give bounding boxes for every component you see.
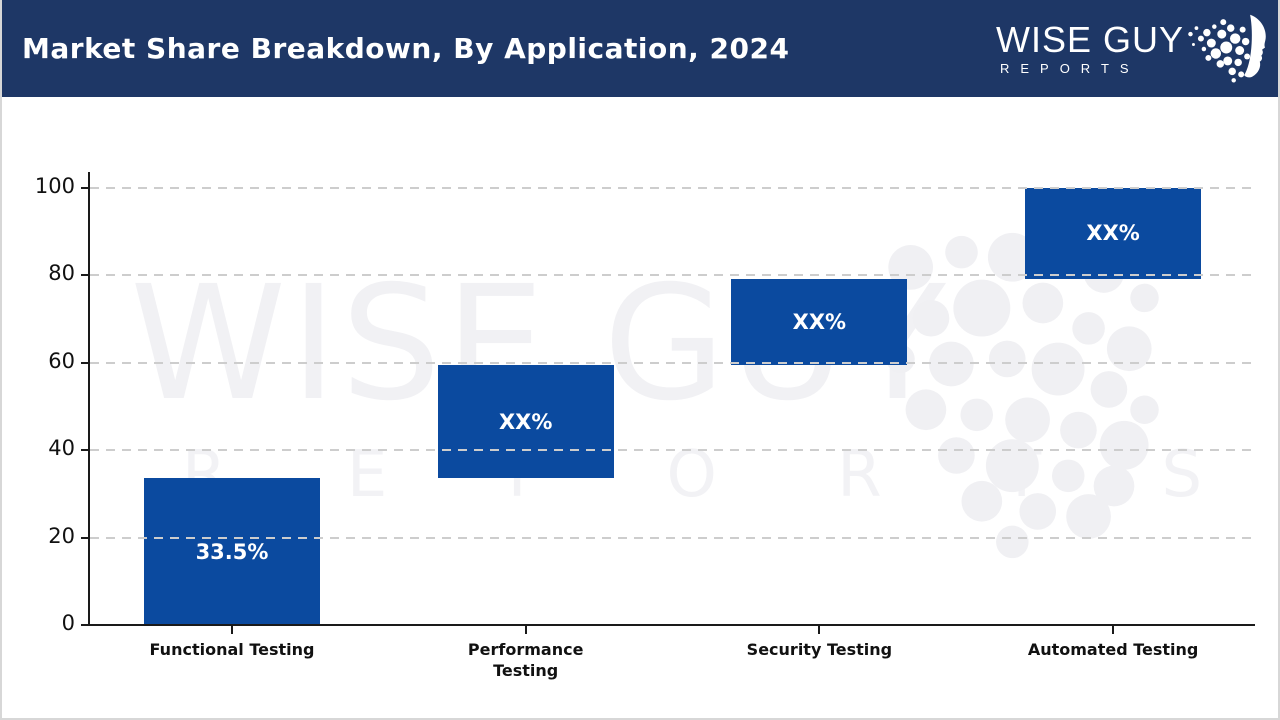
x-category-label: Automated Testing (993, 639, 1233, 660)
x-category-label: Performance Testing (406, 639, 646, 681)
wiseguy-logo: WISE GUY REPORTS (996, 11, 1268, 87)
y-tick-100 (81, 186, 89, 189)
x-tick (231, 626, 233, 634)
gridline-60 (90, 361, 1255, 364)
y-axis-line (88, 172, 90, 626)
logo-wiseguy-text: WISE GUY (995, 18, 1184, 60)
y-tick-80 (81, 274, 89, 276)
bar-segment: XX% (437, 364, 614, 479)
x-category-label: Functional Testing (112, 639, 352, 660)
gridline-100 (90, 186, 1255, 189)
gridline-80 (90, 274, 1255, 276)
chart-title: Market Share Breakdown, By Application, … (22, 32, 790, 65)
bar-value-label: 33.5% (195, 539, 269, 564)
x-axis-line (88, 624, 1255, 626)
y-tick-60 (81, 361, 89, 364)
bar-segment: XX% (731, 279, 908, 365)
y-tick-label-100: 100 (34, 173, 75, 198)
gridline-40 (90, 449, 1255, 451)
x-category-label-line: Testing (493, 661, 559, 680)
bar-value-label: XX% (498, 409, 553, 434)
bar-segment: 33.5% (144, 478, 320, 625)
y-tick-20 (81, 536, 89, 539)
y-tick-label-60: 60 (48, 348, 75, 373)
logo-text: WISE GUY REPORTS (995, 18, 1184, 76)
x-category-label-line: Performance (467, 640, 584, 659)
gridline-20 (90, 536, 1255, 539)
y-tick-label-80: 80 (48, 261, 75, 285)
x-tick (818, 626, 821, 634)
bar-value-label: XX% (1086, 221, 1140, 246)
y-tick-label-40: 40 (48, 436, 75, 460)
y-tick-40 (81, 449, 89, 451)
x-category-label: Security Testing (699, 639, 939, 660)
header-bar: Market Share Breakdown, By Application, … (2, 0, 1278, 97)
y-tick-label-20: 20 (48, 523, 75, 548)
y-tick-0 (81, 624, 89, 626)
x-category-label-line: Automated Testing (1027, 640, 1199, 659)
x-category-label-line: Security Testing (746, 640, 893, 659)
logo-head-icon (1188, 14, 1266, 83)
x-tick (524, 626, 527, 634)
logo-reports-text: REPORTS (999, 60, 1140, 76)
bar-value-label: XX% (792, 310, 847, 335)
y-tick-label-0: 0 (61, 611, 75, 635)
bar-segment: XX% (1025, 187, 1202, 280)
x-tick (1112, 626, 1115, 634)
x-category-label-line: Functional Testing (149, 640, 315, 659)
